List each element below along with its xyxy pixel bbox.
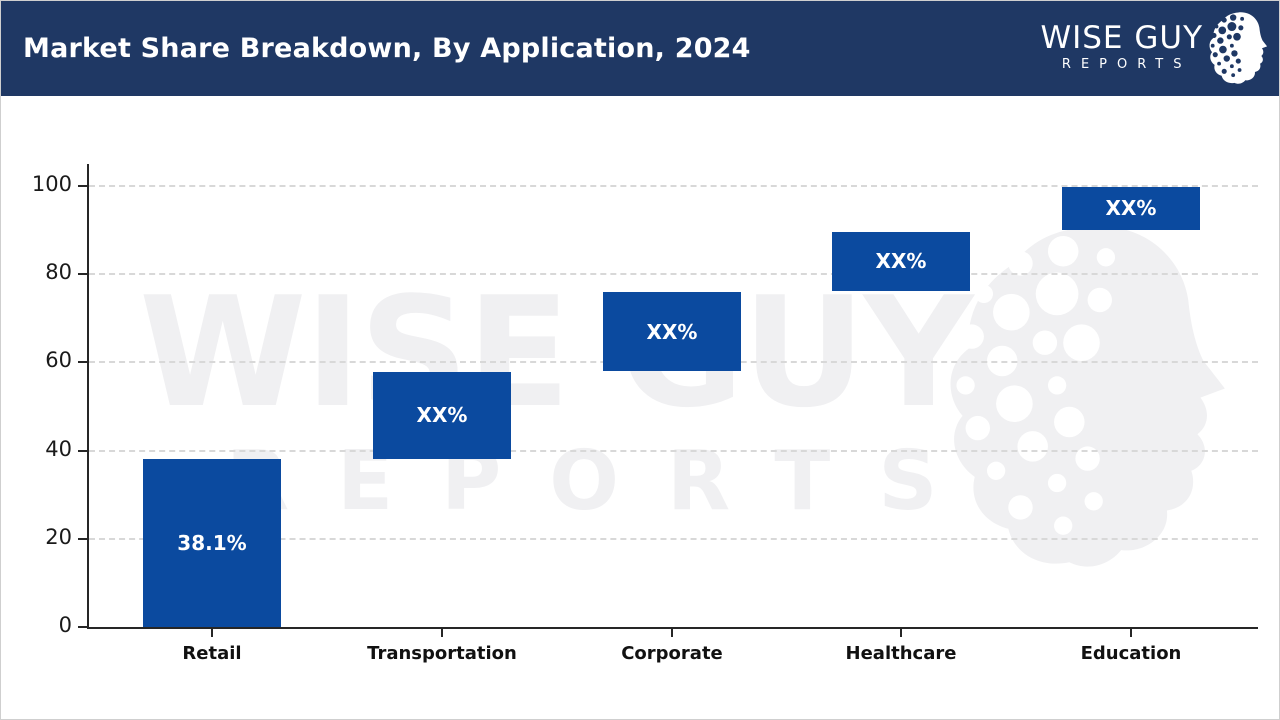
x-tick-mark-corporate: [671, 629, 673, 637]
chart-area: WISE GUY REPORTS 0 20 40 60 80 100 38.1% XX% XX…: [1, 96, 1279, 719]
header: Market Share Breakdown, By Application, …: [1, 1, 1279, 96]
x-category-label-healthcare: Healthcare: [845, 643, 957, 664]
bar-value-label: 38.1%: [177, 530, 247, 555]
y-axis-line: [87, 164, 89, 629]
y-tick-mark-20: [78, 537, 87, 540]
gridline-100: [89, 185, 1258, 187]
bar-education: XX%: [1062, 186, 1200, 231]
y-tick-mark-60: [78, 361, 87, 364]
gridline-80: [89, 273, 1258, 276]
x-tick-mark-healthcare: [900, 629, 902, 637]
x-category-label-corporate: Corporate: [621, 643, 723, 664]
wiseguy-logo-text: WISE GUY REPORTS: [1040, 22, 1203, 72]
y-tick-mark-100: [78, 185, 87, 187]
page-title: Market Share Breakdown, By Application, …: [23, 33, 751, 64]
x-category-label-education: Education: [1080, 643, 1182, 664]
x-axis-line: [87, 627, 1258, 629]
x-tick-mark-education: [1130, 629, 1132, 637]
x-tick-mark-retail: [211, 629, 213, 637]
gridline-20: [89, 537, 1258, 540]
y-tick-mark-40: [78, 449, 87, 452]
x-category-label-retail: Retail: [182, 643, 242, 664]
y-tick-mark-80: [78, 273, 87, 276]
bar-transportation: XX%: [373, 371, 511, 459]
y-tick-mark-0: [78, 626, 87, 628]
bar-value-label: XX%: [416, 403, 468, 428]
bar-value-label: XX%: [646, 319, 698, 344]
logo-wordmark: WISE GUY: [1040, 20, 1203, 57]
watermark-head-icon: [950, 226, 1225, 567]
logo-subtitle: REPORTS: [1061, 56, 1192, 72]
watermark-wordmark: WISE GUY: [139, 264, 974, 441]
y-tick-label-20: 20: [45, 524, 72, 549]
wiseguy-head-icon: [1209, 12, 1268, 84]
bar-value-label: XX%: [875, 249, 927, 274]
x-tick-mark-transportation: [441, 629, 443, 637]
y-tick-label-80: 80: [45, 260, 72, 285]
y-tick-label-100: 100: [31, 172, 72, 196]
y-tick-label-0: 0: [58, 613, 72, 637]
x-category-label-transportation: Transportation: [367, 643, 517, 664]
wiseguy-logo: WISE GUY REPORTS: [1040, 5, 1269, 89]
watermark-subtitle: REPORTS: [226, 434, 986, 529]
bar-value-label: XX%: [1105, 196, 1157, 221]
y-tick-label-60: 60: [45, 348, 72, 373]
bar-corporate: XX%: [603, 291, 741, 372]
bar-healthcare: XX%: [832, 231, 970, 291]
y-tick-label-40: 40: [45, 436, 72, 461]
bar-retail: 38.1%: [143, 458, 281, 627]
gridline-40: [89, 449, 1258, 452]
